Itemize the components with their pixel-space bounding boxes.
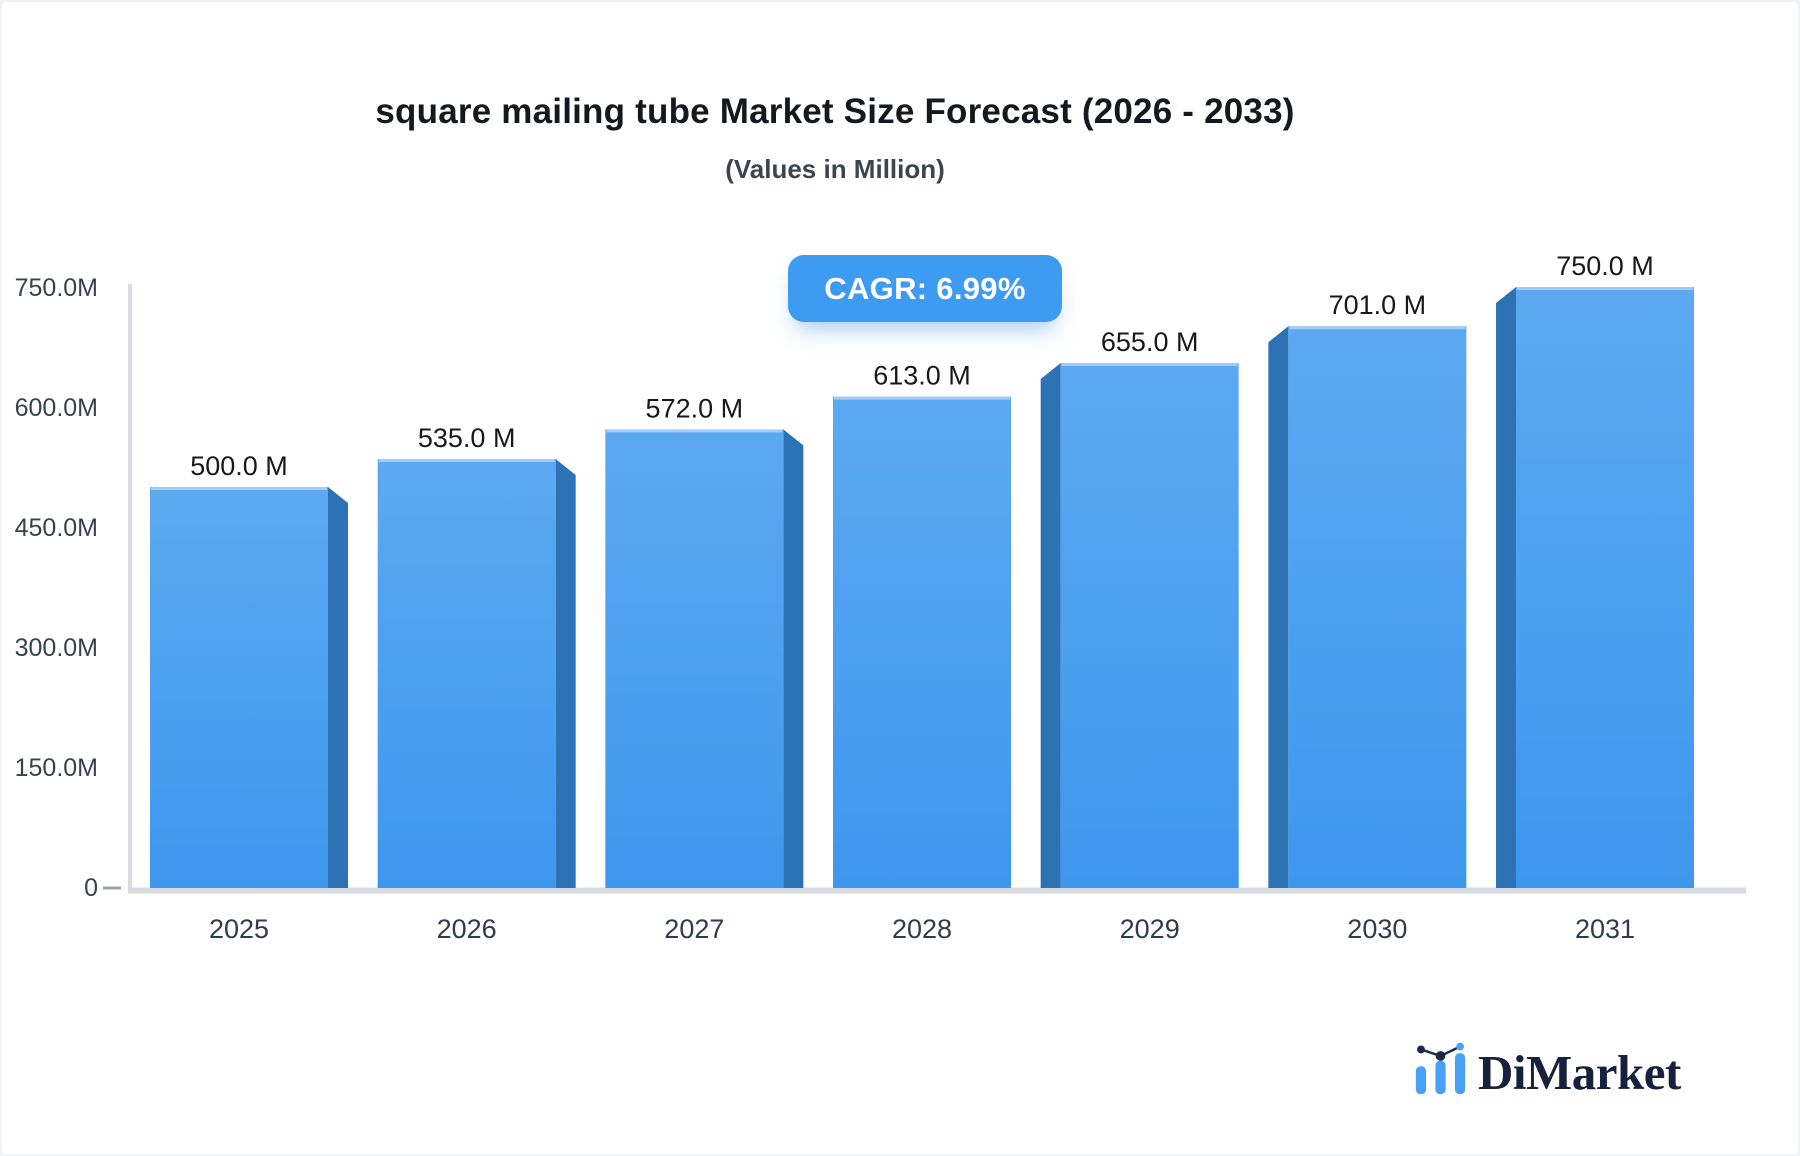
bar-side-face	[1268, 326, 1289, 888]
logo-dot-right	[1456, 1042, 1464, 1051]
bar-side-face	[783, 429, 804, 888]
bar-front-face	[1288, 326, 1467, 888]
bar-front-face	[1516, 287, 1695, 888]
bar-side-face	[1040, 363, 1061, 888]
bar-2025: 500.0 M 2025	[150, 451, 348, 944]
x-tick-label-2030: 2030	[1347, 914, 1407, 944]
cagr-badge-label: CAGR: 6.99%	[824, 270, 1026, 306]
logo-dot-left	[1417, 1045, 1425, 1054]
brand-chart-icon	[1415, 1042, 1466, 1095]
x-tick-label-2027: 2027	[664, 914, 724, 944]
bar-front-face	[1060, 363, 1239, 888]
chart-header: square mailing tube Market Size Forecast…	[0, 92, 1670, 185]
bar-front-face	[377, 459, 556, 888]
page-subtitle: (Values in Million)	[725, 154, 945, 184]
brand-logo: DiMarket	[1413, 1032, 1681, 1100]
bar-value-label: 572.0 M	[646, 393, 744, 423]
page-title: square mailing tube Market Size Forecast…	[375, 92, 1295, 131]
bar-front-face	[833, 396, 1012, 888]
bar-2031: 750.0 M 2031	[1496, 251, 1695, 944]
logo-bar-right	[1454, 1053, 1466, 1095]
bar-value-label: 655.0 M	[1101, 327, 1199, 357]
x-tick-label-2028: 2028	[892, 914, 952, 944]
bar-front-face	[605, 429, 784, 888]
bar-side-face	[328, 487, 348, 888]
cagr-badge: CAGR: 6.99%	[788, 255, 1062, 322]
bar-value-label: 500.0 M	[190, 451, 288, 481]
x-tick-label-2029: 2029	[1120, 914, 1180, 944]
y-tick-label-150.0M: 150.0M	[15, 754, 98, 782]
bar-side-face	[555, 459, 576, 888]
y-tick-label-450.0M: 450.0M	[15, 514, 98, 542]
bar-value-label: 535.0 M	[418, 423, 516, 453]
y-tick-label-0: 0	[84, 874, 98, 902]
y-tick-label-750.0M: 750.0M	[15, 274, 98, 302]
logo-dot-mid	[1435, 1051, 1446, 1061]
bar-2027: 572.0 M 2027	[605, 393, 804, 944]
bar-2030: 701.0 M 2030	[1268, 290, 1467, 944]
bar-2029: 655.0 M 2029	[1040, 327, 1239, 944]
y-tick-label-300.0M: 300.0M	[15, 634, 98, 662]
bar-value-label: 750.0 M	[1556, 251, 1654, 281]
x-tick-label-2031: 2031	[1575, 914, 1635, 944]
bar-value-label: 613.0 M	[873, 361, 971, 391]
bar-2028: 613.0 M 2028	[833, 361, 1012, 944]
bar-front-face	[150, 487, 328, 888]
brand-name: DiMarket	[1478, 1044, 1681, 1100]
logo-bar-left	[1415, 1066, 1427, 1095]
bar-side-face	[1496, 287, 1517, 888]
y-tick-label-600.0M: 600.0M	[15, 394, 98, 422]
x-tick-label-2026: 2026	[437, 914, 497, 944]
bar-value-label: 701.0 M	[1329, 290, 1427, 320]
x-tick-label-2025: 2025	[209, 914, 269, 944]
logo-bar-mid	[1435, 1060, 1446, 1095]
bar-2026: 535.0 M 2026	[377, 423, 576, 944]
